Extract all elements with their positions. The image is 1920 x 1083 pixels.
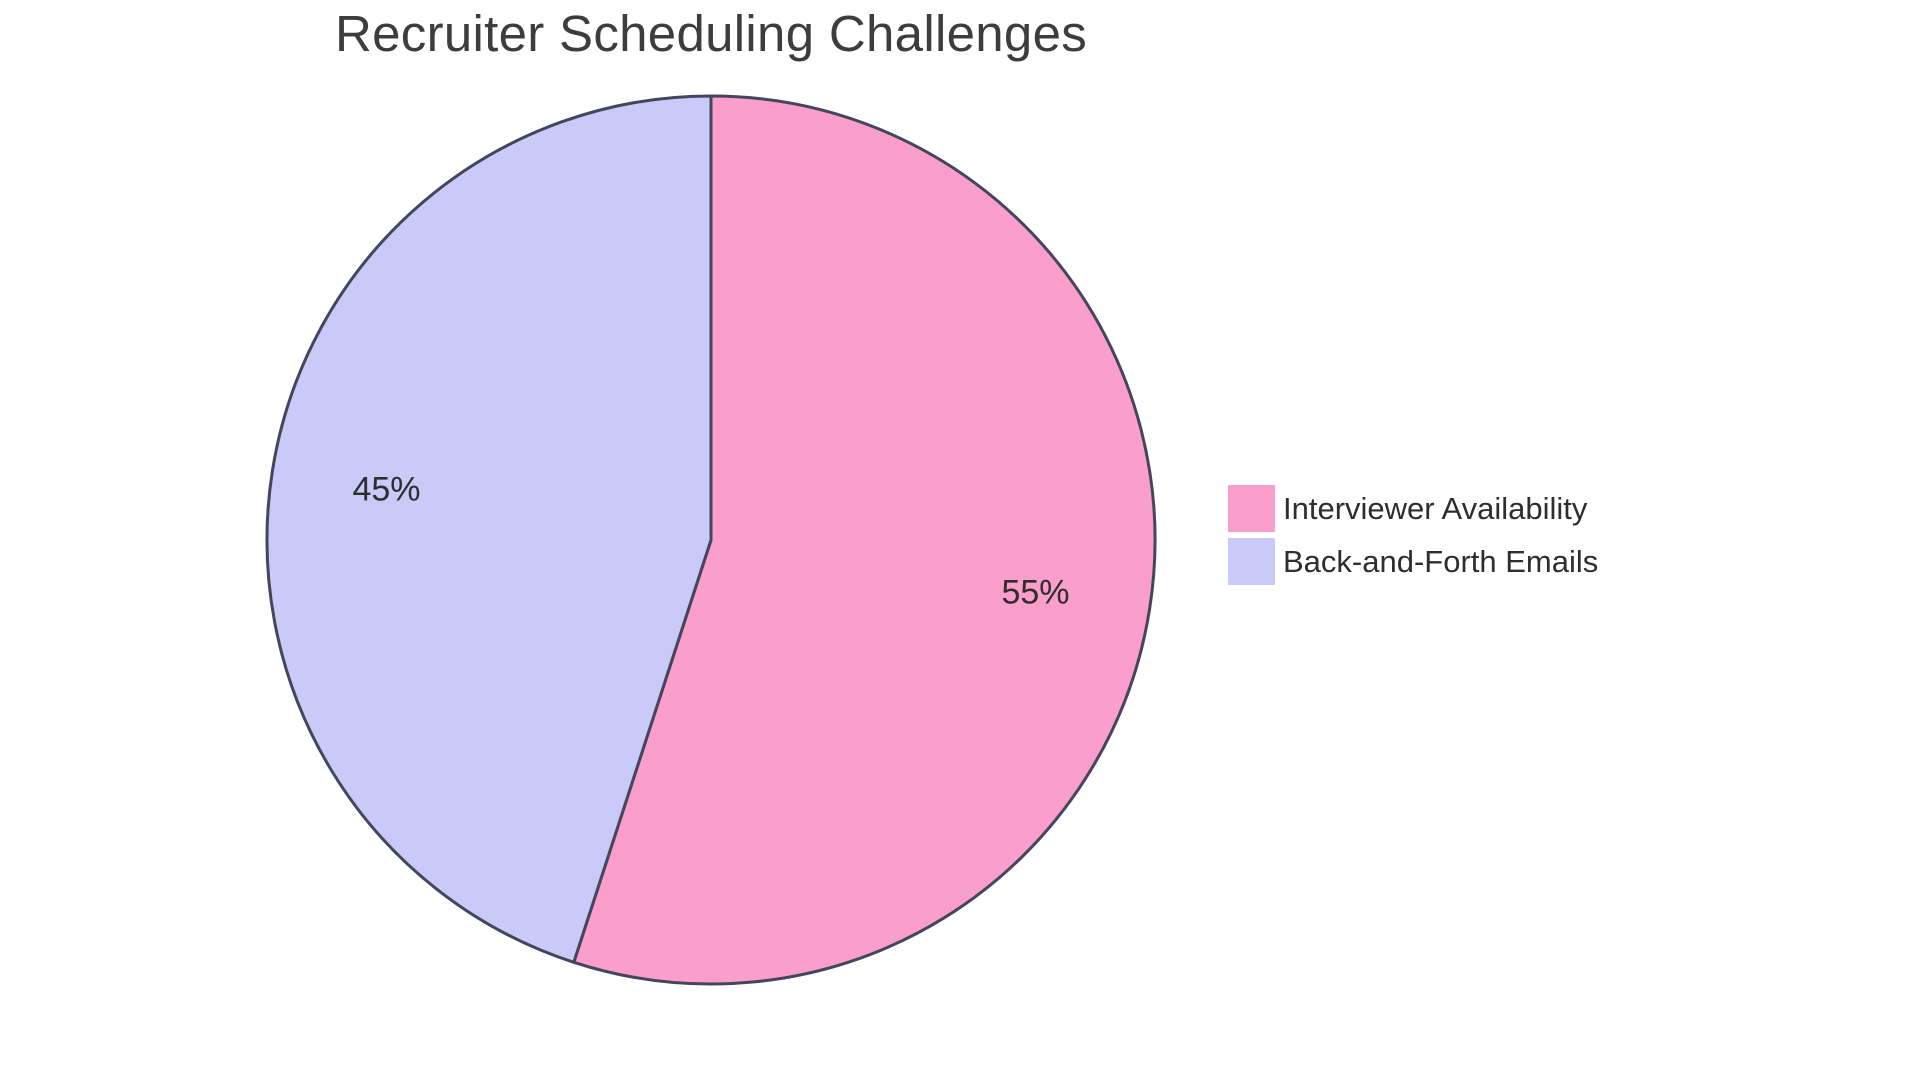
- pie-slice-interviewer-availability: [572, 94, 1157, 986]
- legend-item-back-and-forth-emails: Back-and-Forth Emails: [1228, 538, 1598, 585]
- pie-slice-back-and-forth-emails: [265, 94, 713, 964]
- chart-title: Recruiter Scheduling Challenges: [334, 5, 1088, 62]
- legend-label-interviewer-availability: Interviewer Availability: [1283, 490, 1588, 526]
- legend-item-interviewer-availability: Interviewer Availability: [1228, 485, 1598, 532]
- legend: Interviewer Availability Back-and-Forth …: [1228, 485, 1598, 585]
- legend-label-back-and-forth-emails: Back-and-Forth Emails: [1283, 543, 1599, 579]
- slice-value-label-interviewer-availability: 55%: [1001, 573, 1069, 611]
- legend-swatch-interviewer-availability: [1228, 485, 1275, 532]
- slice-value-label-back-and-forth-emails: 45%: [352, 471, 420, 509]
- legend-swatch-back-and-forth-emails: [1228, 538, 1275, 585]
